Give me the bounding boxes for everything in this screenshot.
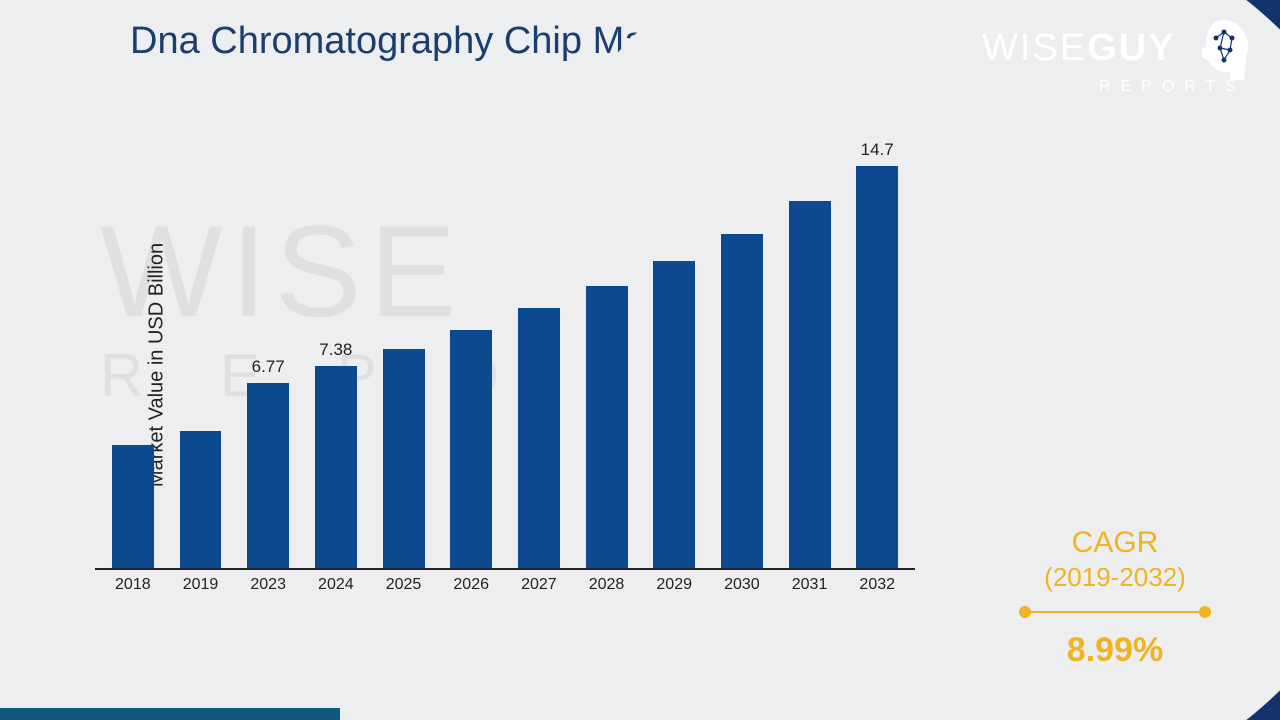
infographic-canvas: WISE GUY R E P O R T S Dna Chromatograph…: [0, 0, 1280, 720]
bar-slot: [99, 130, 167, 568]
x-tick-label: 2023: [234, 570, 302, 600]
x-tick-label: 2018: [99, 570, 167, 600]
bar-value-label: 6.77: [252, 357, 285, 377]
bar-slot: [640, 130, 708, 568]
bar-value-label: 14.7: [861, 140, 894, 160]
bar-slot: [708, 130, 776, 568]
bar-slot: 6.77: [234, 130, 302, 568]
bar: [383, 349, 425, 568]
bar: [247, 383, 289, 568]
bar: [450, 330, 492, 568]
bar-slot: 14.7: [843, 130, 911, 568]
x-tick-label: 2028: [573, 570, 641, 600]
bar: [856, 166, 898, 568]
cagr-label: CAGR: [990, 526, 1240, 560]
bar-slot: [370, 130, 438, 568]
cagr-divider: [1025, 611, 1205, 613]
bottom-accent-bar: [0, 708, 340, 720]
bar-slot: 7.38: [302, 130, 370, 568]
x-tick-label: 2031: [776, 570, 844, 600]
bar: [653, 261, 695, 568]
bar: [315, 366, 357, 568]
logo-main: WISEGUY: [982, 18, 1250, 82]
bar: [180, 431, 222, 568]
bar: [789, 201, 831, 568]
bar-slot: [437, 130, 505, 568]
brand-logo: WISEGUY REPORTS: [982, 18, 1250, 96]
bar: [721, 234, 763, 568]
bar-slot: [776, 130, 844, 568]
x-tick-label: 2032: [843, 570, 911, 600]
x-tick-label: 2029: [640, 570, 708, 600]
head-icon: [1194, 18, 1250, 82]
x-tick-label: 2027: [505, 570, 573, 600]
bar-slot: [573, 130, 641, 568]
x-labels-container: 2018201920232024202520262027202820292030…: [95, 570, 915, 600]
cagr-block: CAGR (2019-2032) 8.99%: [990, 526, 1240, 670]
bar: [518, 308, 560, 568]
x-tick-label: 2019: [167, 570, 235, 600]
bars-container: 6.77 7.38 14.7: [95, 130, 915, 568]
cagr-value: 8.99%: [990, 631, 1240, 670]
bar: [112, 445, 154, 568]
bar-slot: [167, 130, 235, 568]
bar-value-label: 7.38: [319, 340, 352, 360]
logo-word-a: WISE: [982, 27, 1087, 69]
x-tick-label: 2030: [708, 570, 776, 600]
logo-word-b: GUY: [1087, 27, 1175, 69]
x-tick-label: 2025: [370, 570, 438, 600]
chart-area: Market Value in USD Billion 6.777.3814.7…: [75, 130, 915, 600]
cagr-period: (2019-2032): [990, 562, 1240, 593]
x-tick-label: 2026: [437, 570, 505, 600]
plot-region: 6.77 7.38 14.7: [95, 130, 915, 570]
bar-slot: [505, 130, 573, 568]
x-tick-label: 2024: [302, 570, 370, 600]
bar: [586, 286, 628, 568]
